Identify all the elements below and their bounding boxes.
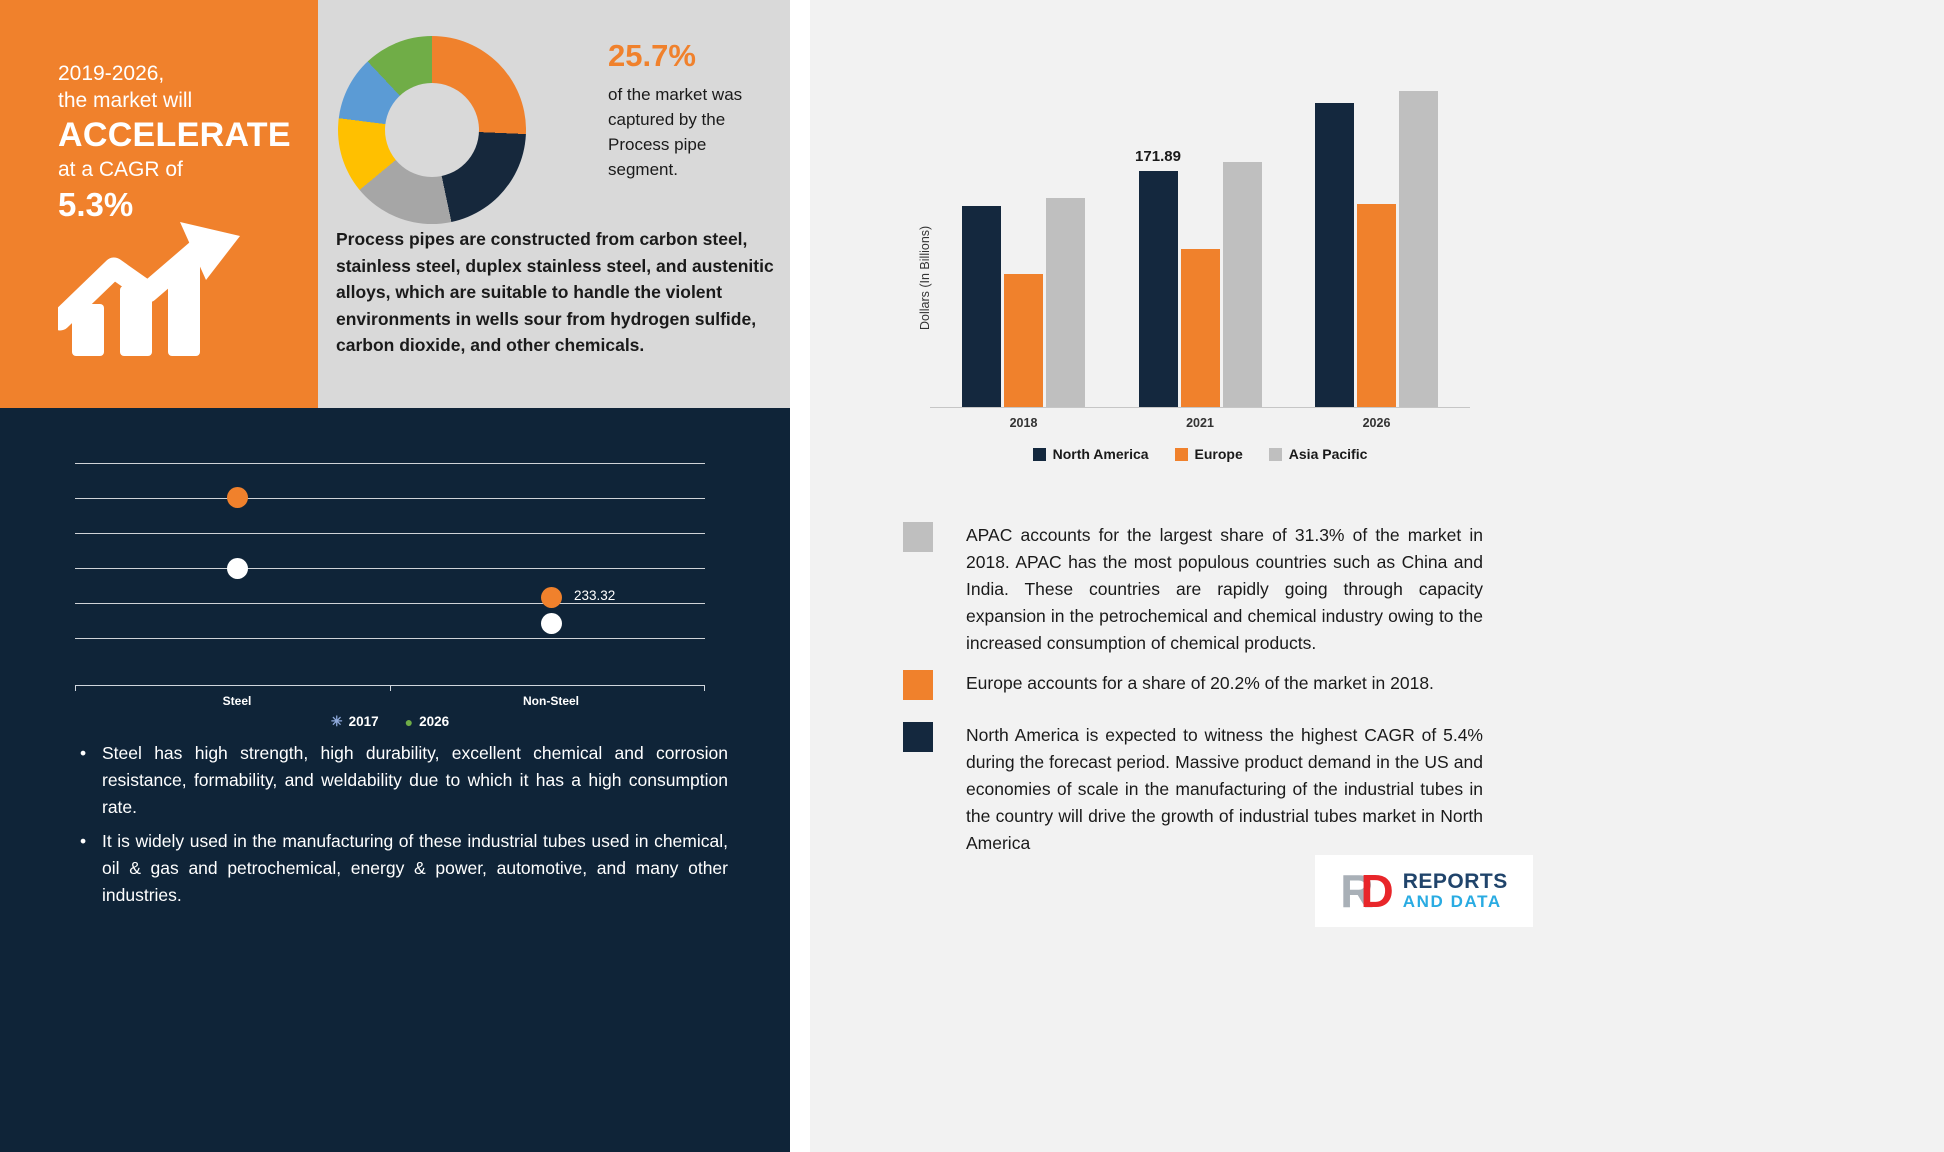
cagr-line-1: 2019-2026, bbox=[58, 62, 165, 85]
dot-2026-non-steel bbox=[540, 612, 562, 634]
bar-europe-2018 bbox=[1004, 273, 1043, 407]
process-pipe-panel: 25.7% of the market was captured by the … bbox=[318, 0, 790, 408]
insight-text: North America is expected to witness the… bbox=[966, 725, 1483, 853]
legend-label: 2026 bbox=[419, 714, 450, 729]
dot-2026-steel bbox=[226, 557, 248, 579]
insight-swatch-icon bbox=[903, 670, 933, 700]
steel-legend: ✳ 2017 ● 2026 bbox=[75, 713, 705, 730]
legend-item-2026: ● 2026 bbox=[405, 713, 450, 730]
regional-bar-plot: 2018 171.89 2021 2026 bbox=[930, 78, 1470, 430]
segment-donut bbox=[338, 36, 526, 224]
process-share-stat: 25.7% bbox=[608, 38, 696, 73]
bar-asia-pacific-2026 bbox=[1399, 90, 1438, 407]
process-share-caption: of the market was captured by the Proces… bbox=[608, 85, 743, 179]
bar-north-america-2026 bbox=[1315, 103, 1354, 407]
gridline bbox=[75, 568, 705, 569]
legend-item-asia-pacific: Asia Pacific bbox=[1268, 446, 1368, 462]
legend-item-2017: ✳ 2017 bbox=[331, 713, 379, 730]
logo-letter-d: D bbox=[1360, 865, 1394, 917]
steel-bullet: It is widely used in the manufacturing o… bbox=[78, 828, 728, 909]
insight-row-3: North America is expected to witness the… bbox=[903, 722, 1483, 857]
insight-row-1: APAC accounts for the largest share of 3… bbox=[903, 522, 1483, 657]
dot-data-label: 233.32 bbox=[574, 588, 616, 604]
dot-category-label: Steel bbox=[222, 694, 252, 708]
growth-arrow-icon bbox=[58, 222, 240, 356]
bar-asia-pacific-2018 bbox=[1046, 198, 1085, 407]
bar-data-label: 171.89 bbox=[1135, 147, 1181, 165]
legend-item-europe: Europe bbox=[1174, 446, 1243, 462]
legend-label: Asia Pacific bbox=[1288, 446, 1368, 462]
axis-tick bbox=[704, 686, 705, 691]
cagr-value: 5.3% bbox=[58, 186, 134, 223]
legend-swatch-icon bbox=[1032, 447, 1046, 461]
gridline bbox=[75, 533, 705, 534]
cagr-line-2: the market will bbox=[58, 89, 193, 112]
bar-category-label: 2026 bbox=[1362, 416, 1391, 430]
axis-tick bbox=[390, 686, 391, 691]
dot-category-label: Non-Steel bbox=[522, 694, 580, 708]
cagr-accelerate-text: ACCELERATE bbox=[58, 116, 291, 154]
legend-label: 2017 bbox=[348, 714, 379, 729]
cagr-panel: 2019-2026, the market will ACCELERATE at… bbox=[0, 0, 318, 408]
regional-bar-chart: 2018 171.89 2021 2026 bbox=[930, 78, 1470, 430]
legend-label: North America bbox=[1052, 446, 1149, 462]
bar-group-2021: 171.89 2021 bbox=[1135, 148, 1262, 430]
insight-text: APAC accounts for the largest share of 3… bbox=[966, 525, 1483, 653]
reports-and-data-logo: R D REPORTS AND DATA bbox=[1315, 855, 1533, 927]
bar-asia-pacific-2021 bbox=[1222, 162, 1262, 407]
steel-panel: Steel Non-Steel 233.32 ✳ 2017 ● 2026 Steel ha… bbox=[0, 408, 790, 1152]
gridline bbox=[75, 498, 705, 499]
gridline bbox=[75, 463, 705, 464]
logo-letter-r: R bbox=[1340, 865, 1374, 917]
regional-legend: North America Europe Asia Pacific bbox=[930, 446, 1470, 462]
dot-2017-steel bbox=[226, 487, 248, 509]
regional-panel: Dollars (In Billions) 2018 171.89 2021 2026… bbox=[810, 0, 1944, 1152]
gridline bbox=[75, 638, 705, 639]
logo-text: REPORTS AND DATA bbox=[1402, 870, 1508, 912]
bar-group-2018: 2018 bbox=[962, 198, 1085, 430]
bar-europe-2026 bbox=[1357, 203, 1396, 407]
steel-bullet: Steel has high strength, high durability… bbox=[78, 740, 728, 821]
legend-swatch-icon bbox=[1268, 447, 1282, 461]
legend-swatch-icon bbox=[1174, 447, 1188, 461]
bar-europe-2021 bbox=[1180, 248, 1220, 407]
bar-category-label: 2021 bbox=[1186, 416, 1214, 430]
insight-row-2: Europe accounts for a share of 20.2% of … bbox=[903, 670, 1483, 700]
insight-swatch-icon bbox=[903, 522, 933, 552]
logo-line-1: REPORTS bbox=[1402, 870, 1508, 894]
dot-2017-non-steel bbox=[540, 586, 562, 608]
logo-line-2: AND DATA bbox=[1402, 892, 1502, 912]
logo-mark-icon: R D bbox=[1340, 864, 1393, 918]
donut-hole bbox=[385, 83, 479, 177]
axis-tick bbox=[75, 686, 76, 691]
insight-text: Europe accounts for a share of 20.2% of … bbox=[966, 673, 1434, 693]
process-pipe-description: Process pipes are constructed from carbo… bbox=[336, 229, 774, 355]
bar-north-america-2018 bbox=[962, 206, 1001, 407]
insight-swatch-icon bbox=[903, 722, 933, 752]
gridline bbox=[75, 603, 705, 604]
cagr-line-4: at a CAGR of bbox=[58, 158, 183, 181]
legend-item-north-america: North America bbox=[1032, 446, 1149, 462]
legend-label: Europe bbox=[1194, 446, 1243, 462]
bar-north-america-2021: 171.89 bbox=[1135, 148, 1181, 407]
legend-marker-2026-icon: ● bbox=[404, 713, 414, 730]
bar-category-label: 2018 bbox=[1009, 416, 1038, 430]
legend-marker-2017-icon: ✳ bbox=[330, 713, 343, 729]
steel-bullet-list: Steel has high strength, high durability… bbox=[78, 740, 728, 916]
steel-dot-plot-area: Steel Non-Steel 233.32 bbox=[75, 458, 705, 708]
bar-group-2026: 2026 bbox=[1315, 90, 1438, 430]
